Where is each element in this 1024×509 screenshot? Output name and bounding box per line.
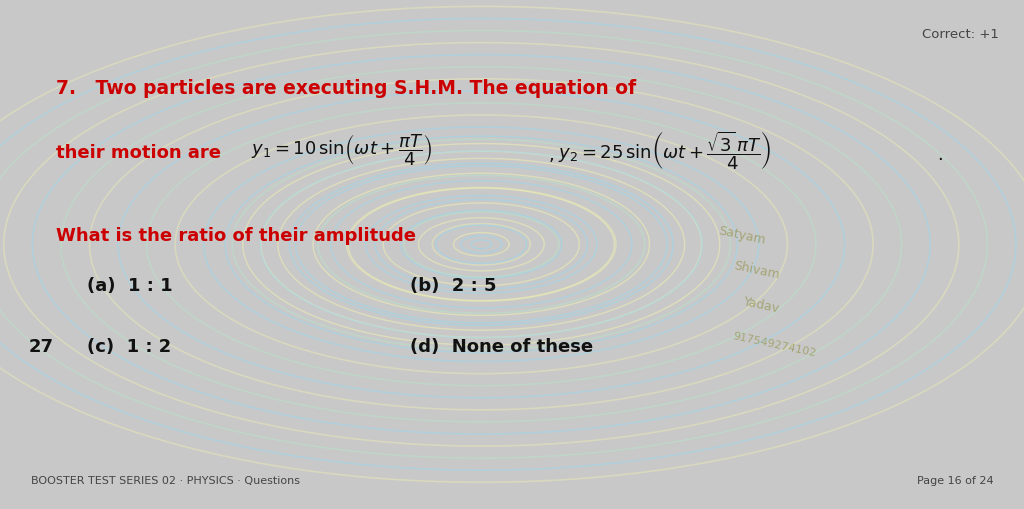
Text: (b)  2 : 5: (b) 2 : 5 <box>410 277 496 295</box>
Text: Shivam: Shivam <box>732 260 780 282</box>
Text: Correct: +1: Correct: +1 <box>922 28 998 41</box>
Text: 7.   Two particles are executing S.H.M. The equation of: 7. Two particles are executing S.H.M. Th… <box>56 79 637 98</box>
Text: 917549274102: 917549274102 <box>732 331 817 358</box>
Text: What is the ratio of their amplitude: What is the ratio of their amplitude <box>56 227 417 244</box>
Text: their motion are: their motion are <box>56 144 227 162</box>
Text: $,$: $,$ <box>548 146 554 164</box>
Text: Yadav: Yadav <box>742 295 781 316</box>
Text: (a)  1 : 1: (a) 1 : 1 <box>87 277 173 295</box>
Text: 27: 27 <box>29 338 53 356</box>
Text: $y_1 = 10\,\sin\!\left(\omega t+\dfrac{\pi T}{4}\right)$: $y_1 = 10\,\sin\!\left(\omega t+\dfrac{\… <box>251 132 432 168</box>
Text: Satyam: Satyam <box>717 224 766 247</box>
Text: Page 16 of 24: Page 16 of 24 <box>916 476 993 486</box>
Text: $y_2 = 25\,\sin\!\left(\omega t+\dfrac{\sqrt{3}\,\pi T}{4}\right)$: $y_2 = 25\,\sin\!\left(\omega t+\dfrac{\… <box>558 129 771 172</box>
Text: BOOSTER TEST SERIES 02 · PHYSICS · Questions: BOOSTER TEST SERIES 02 · PHYSICS · Quest… <box>31 476 300 486</box>
Text: (c)  1 : 2: (c) 1 : 2 <box>87 338 171 356</box>
Text: $.$: $.$ <box>937 146 943 164</box>
Text: (d)  None of these: (d) None of these <box>410 338 593 356</box>
